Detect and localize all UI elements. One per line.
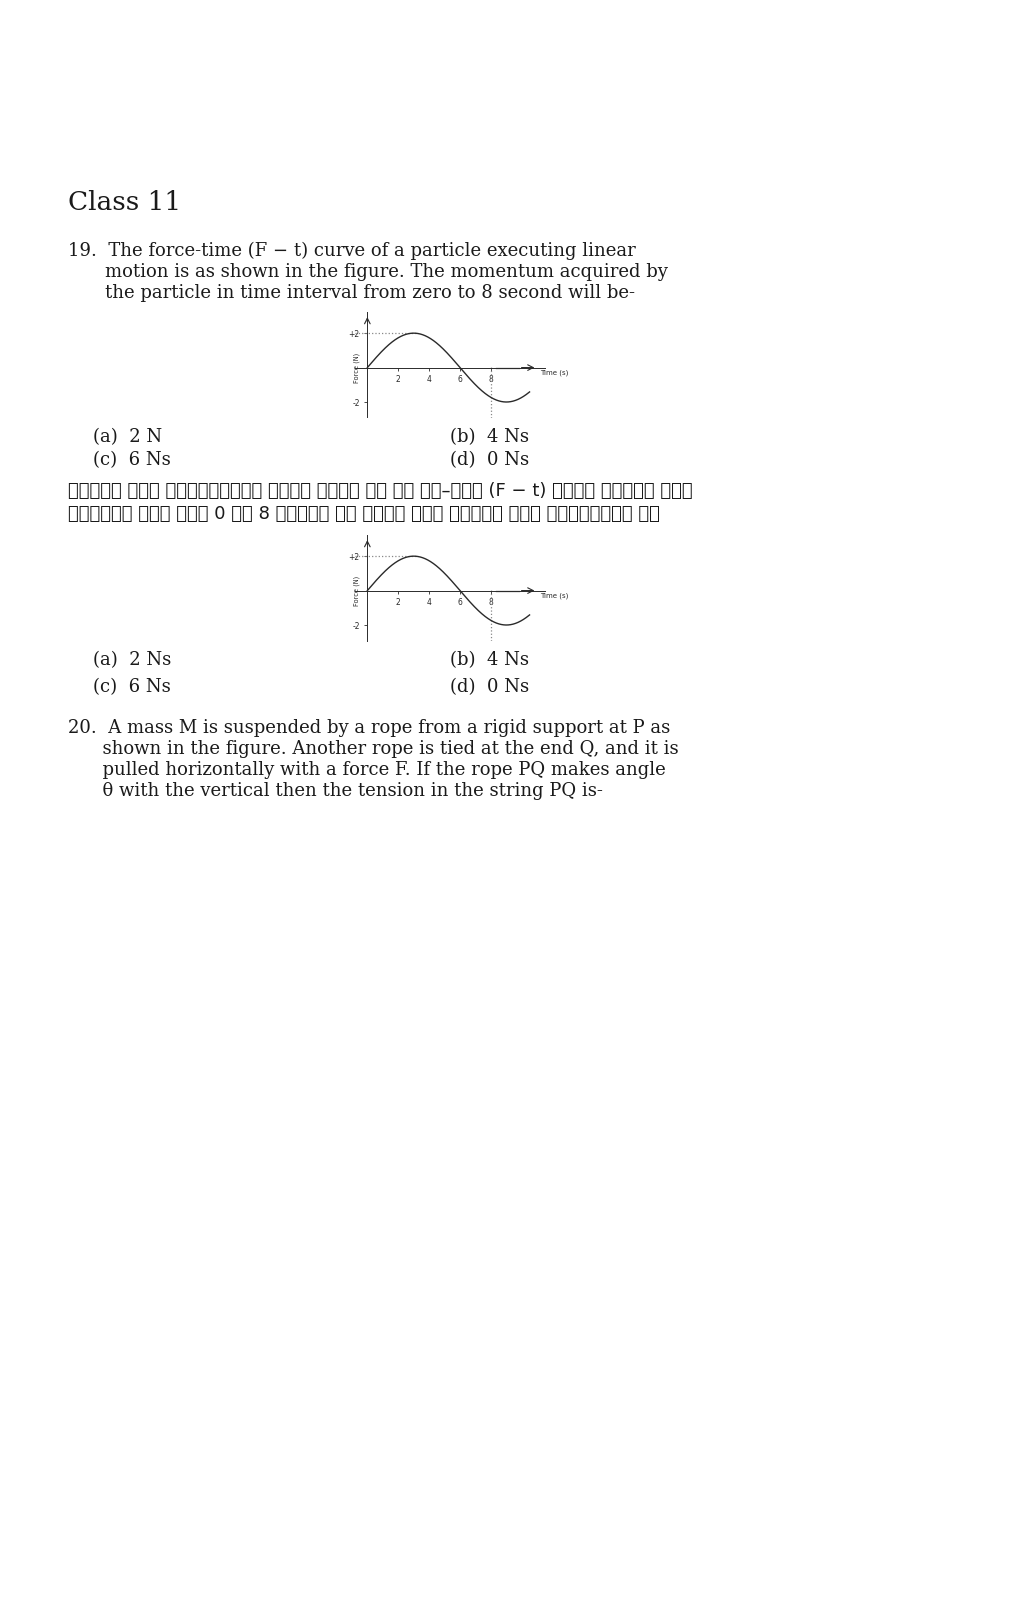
Text: 20.  A mass M is suspended by a rope from a rigid support at P as: 20. A mass M is suspended by a rope from…: [68, 719, 671, 736]
Text: (c)  6 Ns: (c) 6 Ns: [93, 678, 171, 696]
Text: (a)  2 N: (a) 2 N: [93, 428, 162, 446]
Text: 19.  The force-time (F − t) curve of a particle executing linear: 19. The force-time (F − t) curve of a pa…: [68, 242, 636, 260]
Text: दिखाया गया है। 0 से 8 सेकंड के मध्य में संवेग में परिवर्तन है: दिखाया गया है। 0 से 8 सेकंड के मध्य में …: [68, 504, 659, 522]
Text: the particle in time interval from zero to 8 second will be-: the particle in time interval from zero …: [105, 284, 635, 302]
Text: Class 11: Class 11: [68, 190, 181, 216]
Text: shown in the figure. Another rope is tied at the end Q, and it is: shown in the figure. Another rope is tie…: [68, 740, 679, 757]
Text: (b)  4 Ns: (b) 4 Ns: [450, 650, 529, 668]
Text: (b)  4 Ns: (b) 4 Ns: [450, 428, 529, 446]
Text: θ with the vertical then the tension in the string PQ is-: θ with the vertical then the tension in …: [68, 782, 603, 800]
Text: (d)  0 Ns: (d) 0 Ns: [450, 451, 529, 469]
Text: Time (s): Time (s): [541, 370, 568, 376]
Text: रैखिक गति निष्पादित करने वाले कण का बल–समय (F − t) वक्र चित्र में: रैखिक गति निष्पादित करने वाले कण का बल–स…: [68, 482, 692, 500]
Text: pulled horizontally with a force F. If the rope PQ makes angle: pulled horizontally with a force F. If t…: [68, 761, 666, 779]
Text: (a)  2 Ns: (a) 2 Ns: [93, 650, 171, 668]
Text: Time (s): Time (s): [541, 592, 568, 599]
Text: motion is as shown in the figure. The momentum acquired by: motion is as shown in the figure. The mo…: [105, 263, 668, 281]
Text: (d)  0 Ns: (d) 0 Ns: [450, 678, 529, 696]
Text: Force (N): Force (N): [353, 576, 359, 605]
Text: Force (N): Force (N): [353, 352, 359, 383]
Text: (c)  6 Ns: (c) 6 Ns: [93, 451, 171, 469]
